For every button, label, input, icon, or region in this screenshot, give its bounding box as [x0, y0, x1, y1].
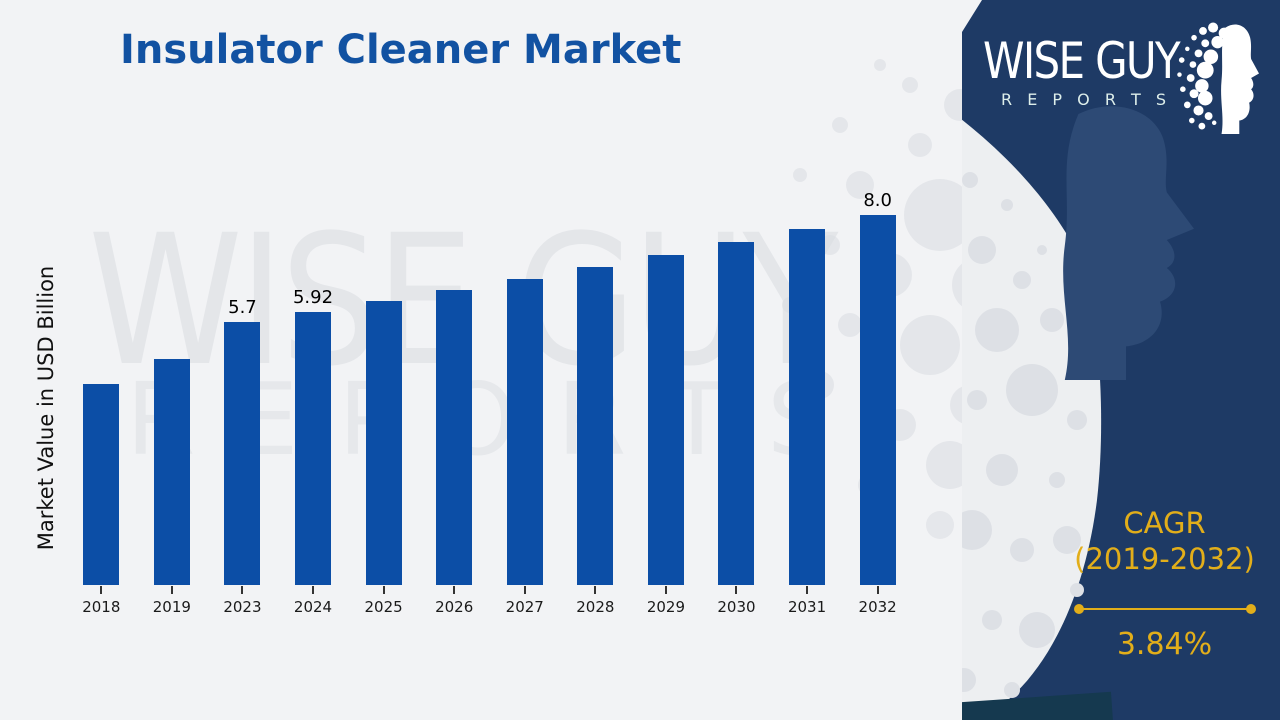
- x-axis-tick-2019: [170, 586, 173, 594]
- bar-2025: [365, 300, 402, 585]
- x-axis-label-2025: 2025: [364, 598, 403, 616]
- bar-group-2024: 5.92 2024: [278, 0, 349, 617]
- bar-2024: [295, 311, 332, 585]
- logo-face-icon: [1177, 22, 1259, 134]
- bar-group-2029: 2029: [631, 0, 702, 616]
- x-axis-tick-2023: [241, 586, 244, 594]
- x-axis-label-2031: 2031: [787, 598, 827, 616]
- bar-2027: [506, 278, 543, 585]
- bar-group-2025: 2025: [348, 0, 419, 616]
- bar-group-2032: 8.0 2032: [842, 0, 913, 616]
- x-axis-label-2028: 2028: [576, 598, 615, 616]
- panel-face-silhouette: [1063, 106, 1194, 380]
- cagr-value: 3.84%: [1116, 627, 1213, 662]
- bar-group-2019: 2019: [137, 0, 208, 616]
- x-axis-tick-2028: [594, 586, 597, 594]
- x-axis-label-2026: 2026: [435, 598, 474, 616]
- x-axis-label-2018: 2018: [82, 598, 121, 616]
- x-axis-label-2019: 2019: [152, 598, 191, 616]
- panel-bottom-strip: [962, 691, 1114, 720]
- bar-2032: [859, 215, 896, 585]
- x-axis-label-2024: 2024: [293, 598, 333, 616]
- x-axis-tick-2018: [100, 586, 103, 594]
- bar-group-2030: 2030: [701, 0, 772, 616]
- bar-2019: [153, 358, 190, 585]
- bar-group-2026: 2026: [419, 0, 490, 616]
- bar-2023: [224, 321, 261, 585]
- bar-2028: [577, 267, 614, 585]
- bar-group-2028: 2028: [560, 0, 631, 616]
- panel-artwork: [962, 0, 1194, 720]
- bar-group-2018: 2018: [66, 0, 137, 616]
- bar-2030: [718, 242, 755, 585]
- x-axis-tick-2026: [453, 586, 456, 594]
- brand-panel: WISE GUY R E P O R T S CAGR (2019-2032): [962, 0, 1280, 720]
- x-axis-tick-2029: [664, 586, 667, 594]
- cagr-label: CAGR: [1123, 506, 1206, 540]
- x-axis-label-2029: 2029: [646, 598, 685, 616]
- panel-circle-dots: [962, 172, 1087, 698]
- line-endpoint-dot-right: [1245, 604, 1256, 614]
- bar-2026: [436, 290, 473, 585]
- cagr-period: (2019-2032): [1074, 542, 1255, 576]
- x-axis-label-2032: 2032: [858, 598, 897, 616]
- x-axis-tick-2032: [876, 586, 879, 594]
- x-axis-label-2030: 2030: [717, 598, 756, 616]
- bar-chart-plot-area: 2018 2019 5.7 2023 5.92 2024 2025 2026 2027 2028 2…: [66, 0, 913, 617]
- x-axis-tick-2031: [806, 586, 809, 594]
- bar-value-label-2024: 5.92: [292, 286, 334, 308]
- bar-value-label-2032: 8.0: [863, 190, 892, 212]
- bar-2018: [83, 384, 120, 585]
- bar-group-2027: 2027: [489, 0, 560, 616]
- x-axis-tick-2030: [735, 586, 738, 594]
- bar-group-2031: 2031: [772, 0, 843, 616]
- logo-reports-text: R E P O R T S: [1001, 90, 1172, 109]
- bar-2031: [789, 229, 826, 585]
- x-axis-tick-2025: [382, 586, 385, 594]
- x-axis-label-2023: 2023: [223, 598, 262, 616]
- panel-corner-notch: [962, 0, 982, 32]
- bar-group-2023: 5.7 2023: [207, 0, 278, 616]
- x-axis-tick-2024: [312, 586, 315, 594]
- x-axis-tick-2027: [523, 586, 526, 594]
- line-endpoint-dot-left: [1073, 604, 1084, 614]
- bar-value-label-2023: 5.7: [228, 296, 257, 318]
- cagr-divider-line: [1073, 604, 1256, 614]
- bar-2029: [647, 254, 684, 585]
- page-title: Insulator Cleaner Market: [120, 27, 682, 73]
- cagr-block: CAGR (2019-2032) 3.84%: [1037, 505, 1280, 662]
- x-axis-label-2027: 2027: [505, 598, 544, 616]
- logo-wiseguy-text: WISE GUY: [983, 32, 1181, 90]
- y-axis-label: Market Value in USD Billion: [34, 265, 58, 551]
